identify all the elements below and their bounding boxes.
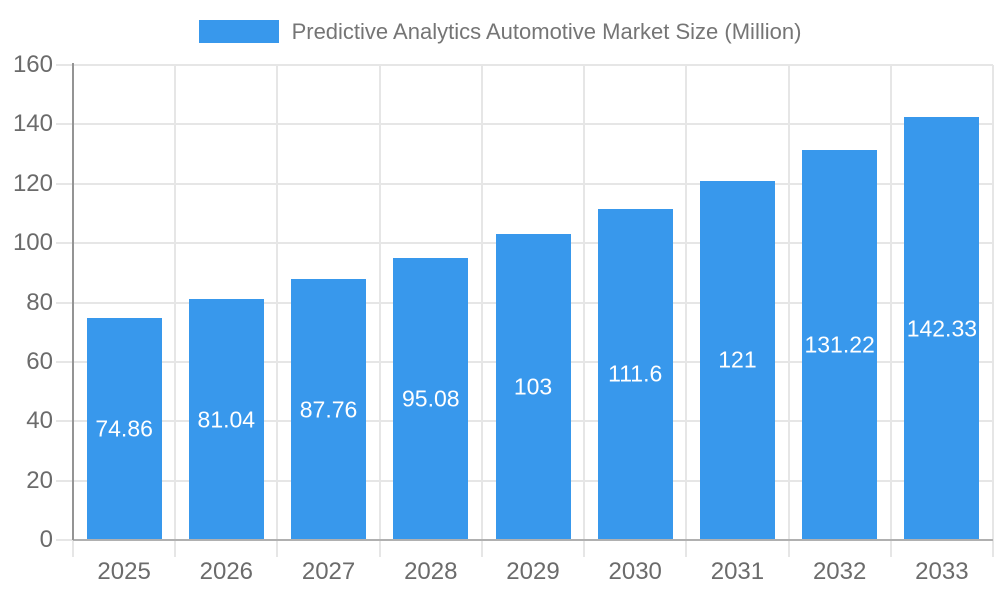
x-axis-tick	[174, 540, 177, 557]
bar-2031	[699, 180, 775, 540]
x-axis-tick	[72, 540, 74, 557]
x-axis-tick	[378, 540, 381, 557]
gridline-vertical	[889, 65, 892, 540]
y-axis-tick-label: 100	[12, 229, 53, 257]
gridline-vertical	[378, 65, 381, 540]
y-axis-tick-label: 20	[26, 466, 53, 494]
y-axis-tick	[56, 64, 73, 66]
gridline-horizontal	[73, 182, 993, 185]
bar-2033	[904, 117, 980, 540]
x-axis-tick-label: 2030	[608, 558, 662, 585]
y-axis-line	[72, 63, 74, 540]
bar-value-label: 95.08	[401, 385, 460, 412]
bar-2029	[495, 234, 571, 540]
x-axis-tick-label: 2031	[710, 558, 765, 585]
gridline-vertical	[787, 65, 790, 540]
gridline-vertical	[480, 65, 483, 540]
x-axis-tick	[276, 540, 279, 557]
bar-value-label: 87.76	[299, 396, 358, 423]
x-axis-tick-label: 2032	[812, 558, 867, 585]
y-axis-tick	[56, 360, 73, 363]
x-axis-tick	[480, 540, 483, 557]
y-axis-tick-label: 60	[26, 347, 53, 375]
y-axis-tick-label: 0	[39, 526, 53, 553]
bar-value-label: 103	[513, 373, 553, 400]
x-axis-tick	[787, 540, 790, 557]
x-axis-tick-label: 2029	[506, 558, 560, 585]
y-axis-tick	[56, 242, 73, 245]
x-axis-tick-label: 2026	[199, 558, 254, 585]
y-axis-tick	[56, 539, 73, 541]
y-axis-tick-label: 120	[12, 169, 53, 197]
bar-2025	[86, 317, 162, 540]
bar-value-label: 74.86	[95, 415, 153, 442]
gridline-vertical	[685, 65, 688, 540]
y-axis-tick	[56, 301, 73, 304]
x-axis-baseline	[73, 539, 993, 541]
legend-swatch	[198, 20, 279, 43]
bar-value-label: 131.22	[804, 331, 875, 358]
bar-2027	[291, 279, 367, 540]
y-axis-tick	[56, 123, 73, 126]
x-axis-tick	[583, 540, 586, 557]
gridline-vertical	[992, 65, 994, 540]
plot-area: 0 20 40 60 80 100 120 140 160 74.86 2025 81.04 2026 8…	[13, 53, 994, 584]
gridline-vertical	[583, 65, 586, 540]
y-axis-tick-label: 160	[12, 51, 53, 78]
x-axis-tick	[889, 540, 892, 557]
x-axis-tick	[992, 540, 994, 557]
x-axis-tick-label: 2033	[915, 558, 969, 585]
y-axis-tick-label: 40	[26, 407, 53, 435]
x-axis-tick-label: 2025	[97, 558, 151, 585]
y-axis-tick	[56, 420, 73, 423]
bar-value-label: 121	[718, 346, 757, 373]
bar-2030	[597, 208, 673, 540]
bar-2026	[188, 299, 264, 540]
chart-legend: Predictive Analytics Automotive Market S…	[0, 20, 1000, 43]
y-axis-tick-label: 80	[26, 288, 53, 316]
bar-2028	[393, 257, 469, 540]
bar-value-label: 142.33	[906, 315, 978, 342]
gridline-vertical	[174, 65, 177, 540]
x-axis-tick-label: 2028	[404, 558, 458, 585]
gridline-vertical	[276, 65, 279, 540]
x-axis-tick-label: 2027	[301, 558, 356, 585]
bar-2032	[802, 150, 878, 540]
y-axis-tick-label: 140	[12, 110, 53, 138]
gridline-horizontal	[73, 64, 993, 66]
gridline-horizontal	[73, 123, 993, 126]
y-axis-tick	[56, 182, 73, 185]
bar-value-label: 111.6	[608, 360, 663, 387]
legend-label: Predictive Analytics Automotive Market S…	[291, 19, 802, 44]
x-axis-tick	[685, 540, 688, 557]
bar-value-label: 81.04	[197, 406, 256, 433]
y-axis-tick	[56, 479, 73, 482]
